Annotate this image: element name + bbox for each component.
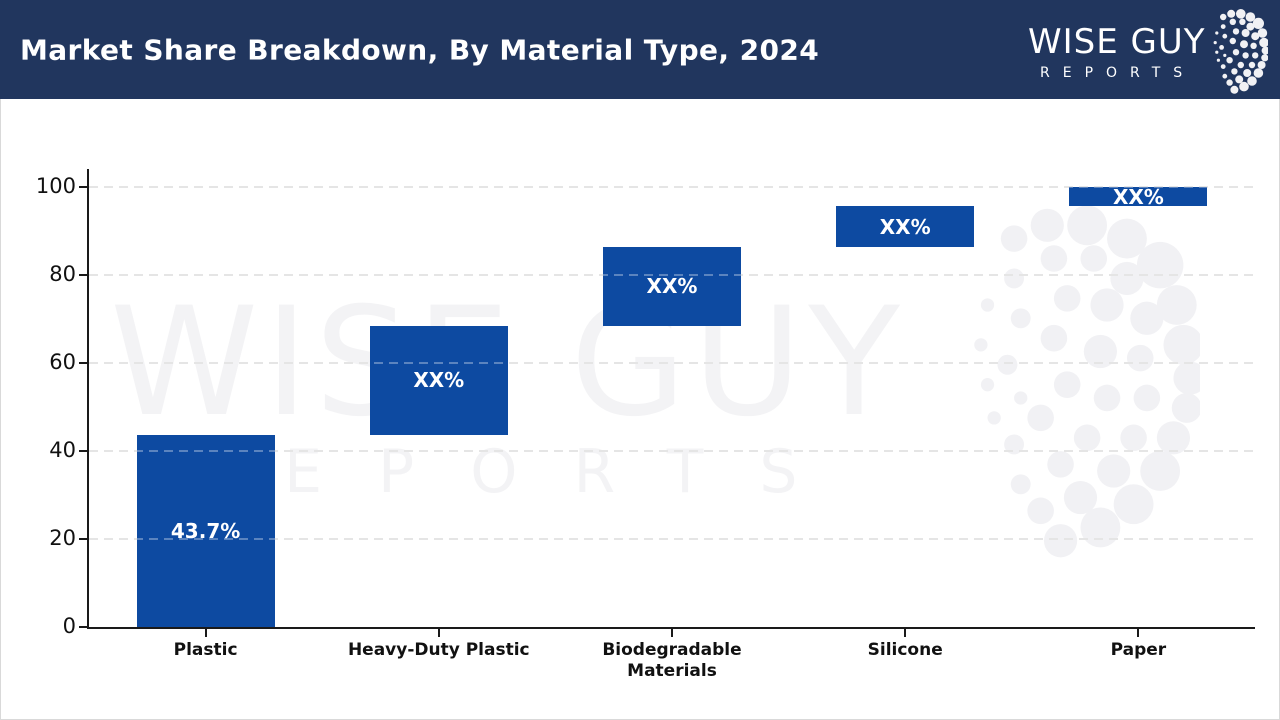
y-tick-mark [79,186,87,188]
x-tick-label: Plastic [173,640,238,660]
gridline [89,538,1255,540]
bar-value-label: 43.7% [170,518,241,543]
bar-value-label: XX% [879,214,931,239]
x-tick-mark [204,629,207,637]
y-tick-mark [79,362,87,364]
header-bar: Market Share Breakdown, By Material Type… [0,0,1280,99]
y-tick-mark [79,538,87,540]
bar: XX% [603,247,741,326]
brand-logo-face-icon [1213,9,1268,94]
x-tick-mark [904,629,907,637]
gridline [89,186,1255,188]
page-title: Market Share Breakdown, By Material Type… [20,33,820,66]
y-tick-label: 20 [49,526,76,550]
brand-logo-wordmark: WISE GUY [1028,22,1206,62]
gridline-overlay [89,538,1255,540]
watermark-face-icon [974,205,1200,558]
x-tick-mark [1137,629,1140,637]
y-tick-mark [79,450,87,452]
brand-logo-subtitle: REPORTS [1040,65,1196,81]
y-tick-label: 60 [49,350,76,374]
gridline-overlay [89,186,1255,188]
bar-value-label: XX% [413,368,465,393]
bar: 43.7% [136,434,275,627]
gridline [89,362,1255,364]
y-tick-mark [79,274,87,276]
bar-value-label: XX% [646,274,698,299]
bar-value-label: XX% [1112,184,1164,209]
x-tick-label: Heavy-Duty Plastic [347,640,530,660]
y-tick-label: 100 [35,174,76,198]
x-tick-mark [671,629,673,637]
y-tick-mark [79,626,87,628]
y-tick-label: 80 [49,262,76,286]
y-tick-label: 40 [49,438,76,462]
gridline-overlay [89,362,1255,364]
y-tick-label: 0 [62,614,76,638]
gridline [89,450,1255,452]
x-tick-label: Biodegradable Materials [602,640,742,681]
x-tick-label: Silicone [867,640,943,660]
watermark-text-line2: REPORTS [186,437,854,507]
brand-logo: WISE GUY REPORTS [1002,5,1270,95]
x-tick-label: Paper [1110,640,1167,660]
gridline-overlay [89,274,1255,276]
bar: XX% [836,206,975,248]
y-axis-line [87,169,89,629]
x-tick-mark [437,629,440,637]
gridline-overlay [89,450,1255,452]
bar: XX% [369,325,508,435]
x-axis-line [87,627,1255,629]
bar: XX% [1069,184,1208,209]
